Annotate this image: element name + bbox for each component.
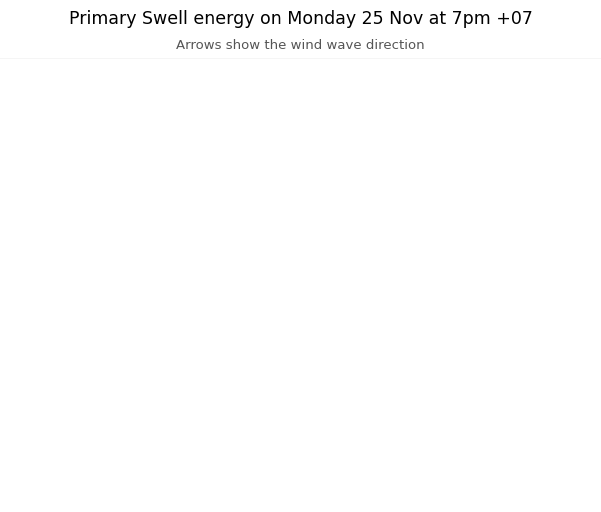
Text: Primary Swell energy on Monday 25 Nov at 7pm +07: Primary Swell energy on Monday 25 Nov at… — [69, 10, 532, 28]
Text: Arrows show the wind wave direction: Arrows show the wind wave direction — [176, 39, 425, 52]
Text: cartopy required: cartopy required — [243, 279, 358, 292]
